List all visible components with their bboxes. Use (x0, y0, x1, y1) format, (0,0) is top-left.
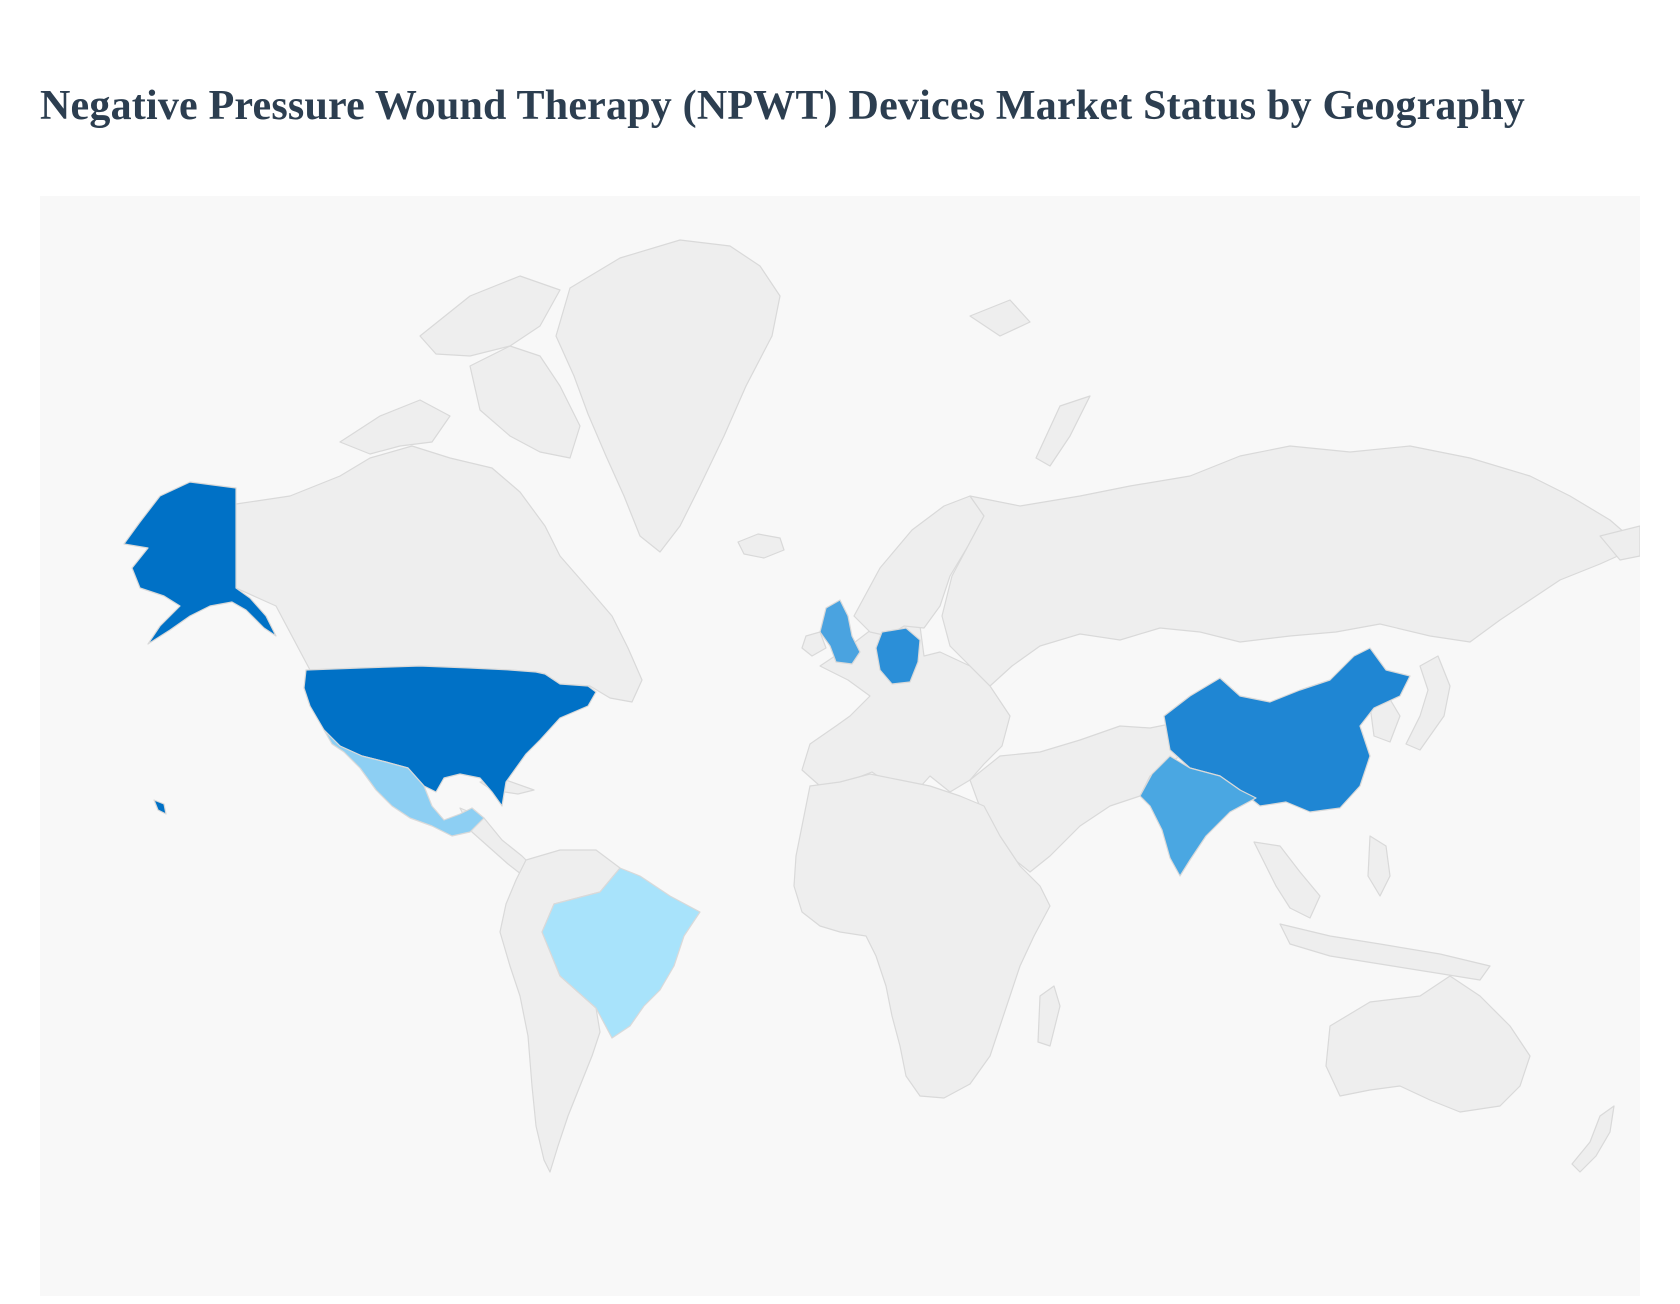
country-ireland[interactable] (801, 631, 827, 657)
country-russia[interactable] (941, 445, 1640, 687)
country-mexico[interactable] (323, 729, 485, 837)
country-philippines[interactable] (1367, 835, 1391, 897)
highlighted-countries-layer (123, 481, 1411, 1039)
country-canada-ellesmere[interactable] (419, 275, 561, 357)
country-new-zealand[interactable] (1571, 1105, 1615, 1173)
country-united-states-hawaii[interactable] (153, 799, 167, 815)
country-united-kingdom[interactable] (819, 599, 861, 665)
country-chukotka[interactable] (1599, 525, 1640, 561)
country-greenland[interactable] (555, 239, 781, 553)
country-canada-baffin[interactable] (469, 345, 581, 459)
country-southeast-asia[interactable] (1253, 841, 1321, 919)
world-map-svg (123, 239, 1640, 1173)
country-australia[interactable] (1325, 975, 1531, 1113)
country-united-states-alaska[interactable] (123, 481, 277, 645)
country-japan[interactable] (1405, 655, 1451, 751)
country-madagascar[interactable] (1037, 985, 1061, 1047)
country-canada-arctic-islands[interactable] (339, 399, 451, 455)
country-brazil[interactable] (541, 867, 701, 1039)
country-indonesia[interactable] (1279, 923, 1491, 981)
country-svalbard[interactable] (969, 299, 1031, 337)
country-india[interactable] (1139, 755, 1257, 877)
country-canada[interactable] (235, 445, 643, 703)
neutral-land-layer (235, 239, 1640, 1173)
page-title: Negative Pressure Wound Therapy (NPWT) D… (40, 83, 1525, 129)
country-africa[interactable] (793, 773, 1051, 1099)
country-iceland[interactable] (737, 533, 785, 559)
world-map[interactable] (40, 196, 1640, 1296)
country-germany[interactable] (875, 627, 921, 685)
country-united-states[interactable] (303, 665, 597, 807)
country-russia-arctic-islands[interactable] (1035, 395, 1091, 467)
